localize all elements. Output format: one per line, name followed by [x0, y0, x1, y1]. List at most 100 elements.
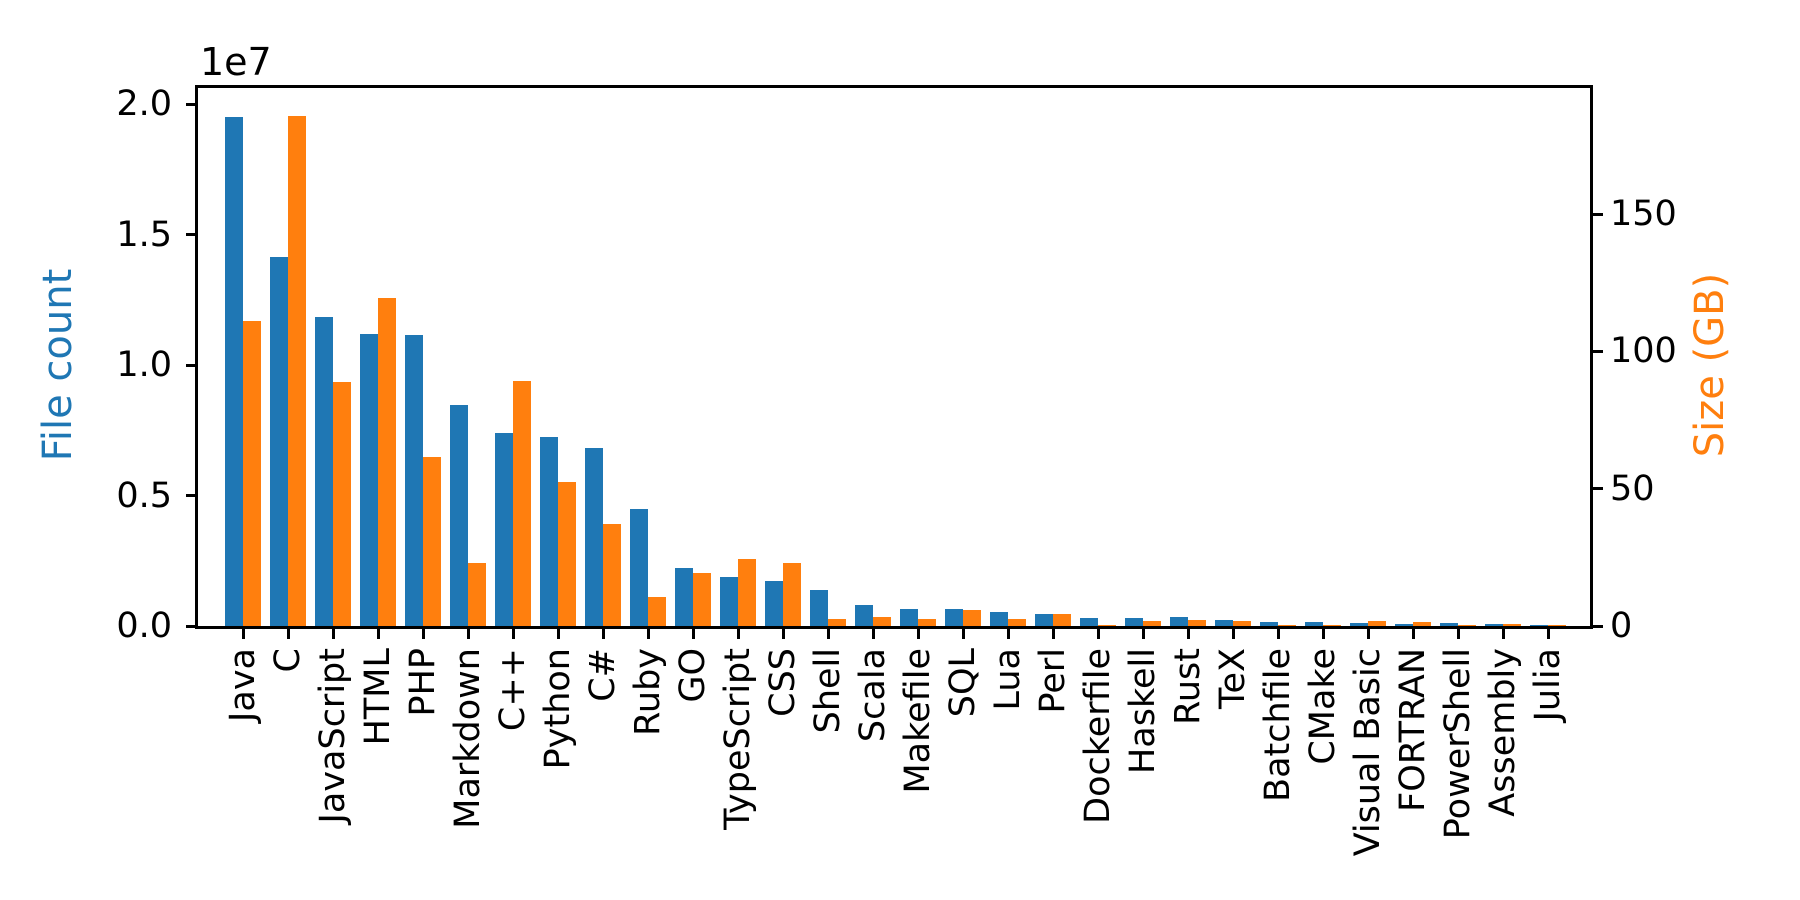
left-y-tick-0.0 — [186, 624, 198, 628]
x-tick-label-text: JavaScript — [313, 648, 353, 824]
x-tick-label-text: TeX — [1213, 648, 1253, 709]
x-tick-Ruby — [646, 627, 650, 639]
bar-file-count-C++ — [495, 433, 513, 626]
right-y-tick-label-100: 100 — [1610, 331, 1677, 372]
y-axis-scale-offset-label: 1e7 — [200, 40, 272, 84]
bar-size-gb-C# — [603, 524, 621, 626]
bar-file-count-CSS — [765, 581, 783, 626]
x-tick-PHP — [421, 627, 425, 639]
bar-size-gb-C — [288, 116, 306, 626]
x-tick-TeX — [1231, 627, 1235, 639]
bar-file-count-Markdown — [450, 405, 468, 626]
bar-file-count-PHP — [405, 334, 423, 626]
right-y-tick-100 — [1591, 349, 1603, 353]
left-y-tick-label-0.0: 0.0 — [116, 606, 172, 646]
bar-file-count-Haskell — [1125, 617, 1143, 626]
bar-file-count-C — [270, 256, 288, 626]
right-y-tick-label-50: 50 — [1610, 468, 1655, 509]
bar-size-gb-Julia — [1548, 625, 1566, 626]
x-tick-label-text: Java — [223, 648, 263, 722]
x-tick-Haskell — [1141, 627, 1145, 639]
bar-size-gb-SQL — [963, 610, 981, 626]
bar-file-count-TeX — [1215, 619, 1233, 626]
right-y-tick-label-150: 150 — [1610, 194, 1677, 234]
left-y-tick-1.0 — [186, 363, 198, 367]
bar-file-count-PowerShell — [1440, 623, 1458, 626]
x-tick-Scala — [871, 627, 875, 639]
bar-file-count-Python — [540, 436, 558, 626]
bar-file-count-JavaScript — [315, 316, 333, 626]
x-tick-label-text: Perl — [1033, 648, 1073, 714]
x-tick-Batchfile — [1276, 627, 1280, 639]
x-tick-label-text: Markdown — [448, 648, 488, 829]
bar-size-gb-C++ — [513, 380, 531, 626]
x-tick-SQL — [961, 627, 965, 639]
x-tick-Lua — [1006, 627, 1010, 639]
x-tick-label-text: PHP — [403, 648, 443, 717]
x-tick-label-text: Haskell — [1123, 648, 1163, 775]
x-tick-label-text: Scala — [853, 648, 893, 743]
bar-file-count-HTML — [360, 334, 378, 626]
bar-size-gb-Ruby — [648, 597, 666, 626]
bar-file-count-Assembly — [1485, 624, 1503, 626]
x-tick-C# — [601, 627, 605, 639]
x-tick-label-text: C — [268, 648, 308, 673]
bar-file-count-FORTRAN — [1395, 623, 1413, 626]
left-y-tick-2.0 — [186, 102, 198, 106]
x-tick-CSS — [781, 627, 785, 639]
bar-size-gb-JavaScript — [333, 381, 351, 626]
x-tick-HTML — [376, 627, 380, 639]
x-tick-label-text: Julia — [1528, 648, 1568, 722]
x-tick-label-text: PowerShell — [1438, 648, 1478, 840]
x-tick-label-text: Dockerfile — [1078, 648, 1118, 824]
bar-file-count-Perl — [1035, 613, 1053, 626]
x-tick-GO — [691, 627, 695, 639]
x-tick-label-text: Rust — [1168, 648, 1208, 725]
left-y-tick-label-0.5: 0.5 — [116, 475, 172, 516]
bar-file-count-Shell — [810, 590, 828, 626]
right-y-tick-label-0: 0 — [1610, 606, 1633, 646]
bar-size-gb-Batchfile — [1278, 625, 1296, 626]
x-tick-TypeScript — [736, 627, 740, 639]
x-tick-C++ — [511, 627, 515, 639]
right-y-tick-50 — [1591, 487, 1603, 491]
x-tick-C — [286, 627, 290, 639]
x-tick-label-text: GO — [673, 648, 713, 703]
bar-size-gb-HTML — [378, 297, 396, 626]
bar-size-gb-Assembly — [1503, 624, 1521, 626]
bar-file-count-Ruby — [630, 509, 648, 626]
bar-file-count-CMake — [1305, 622, 1323, 626]
x-tick-label-text: FORTRAN — [1393, 648, 1433, 812]
x-tick-label-text: CMake — [1303, 648, 1343, 765]
left-y-tick-0.5 — [186, 494, 198, 497]
x-tick-label-text: SQL — [943, 648, 983, 718]
x-tick-Makefile — [916, 627, 920, 639]
x-tick-Dockerfile — [1096, 627, 1100, 639]
x-tick-label-text: Makefile — [898, 648, 938, 794]
x-tick-CMake — [1321, 627, 1325, 639]
x-tick-Shell — [826, 627, 830, 639]
bar-size-gb-Rust — [1188, 619, 1206, 626]
bar-file-count-Makefile — [900, 608, 918, 626]
right-y-tick-0 — [1591, 624, 1603, 628]
x-tick-Visual Basic — [1366, 627, 1370, 639]
x-tick-Perl — [1051, 627, 1055, 639]
x-tick-PowerShell — [1456, 627, 1460, 639]
bar-file-count-Lua — [990, 611, 1008, 626]
bar-file-count-Julia — [1530, 625, 1548, 626]
bar-size-gb-PowerShell — [1458, 624, 1476, 626]
bar-size-gb-Java — [243, 321, 261, 626]
x-tick-label-text: Lua — [988, 648, 1028, 711]
bar-file-count-GO — [675, 567, 693, 626]
bar-file-count-Visual Basic — [1350, 623, 1368, 626]
x-tick-label-text: Batchfile — [1258, 648, 1298, 802]
bar-size-gb-TeX — [1233, 621, 1251, 626]
bar-file-count-Java — [225, 117, 243, 626]
x-tick-Markdown — [466, 627, 470, 639]
x-tick-label-text: Assembly — [1483, 648, 1523, 817]
y-axis-label-right-text: Size (GB) — [1687, 272, 1733, 458]
bar-size-gb-Haskell — [1143, 620, 1161, 626]
bar-file-count-Dockerfile — [1080, 617, 1098, 626]
bar-size-gb-CMake — [1323, 625, 1341, 626]
